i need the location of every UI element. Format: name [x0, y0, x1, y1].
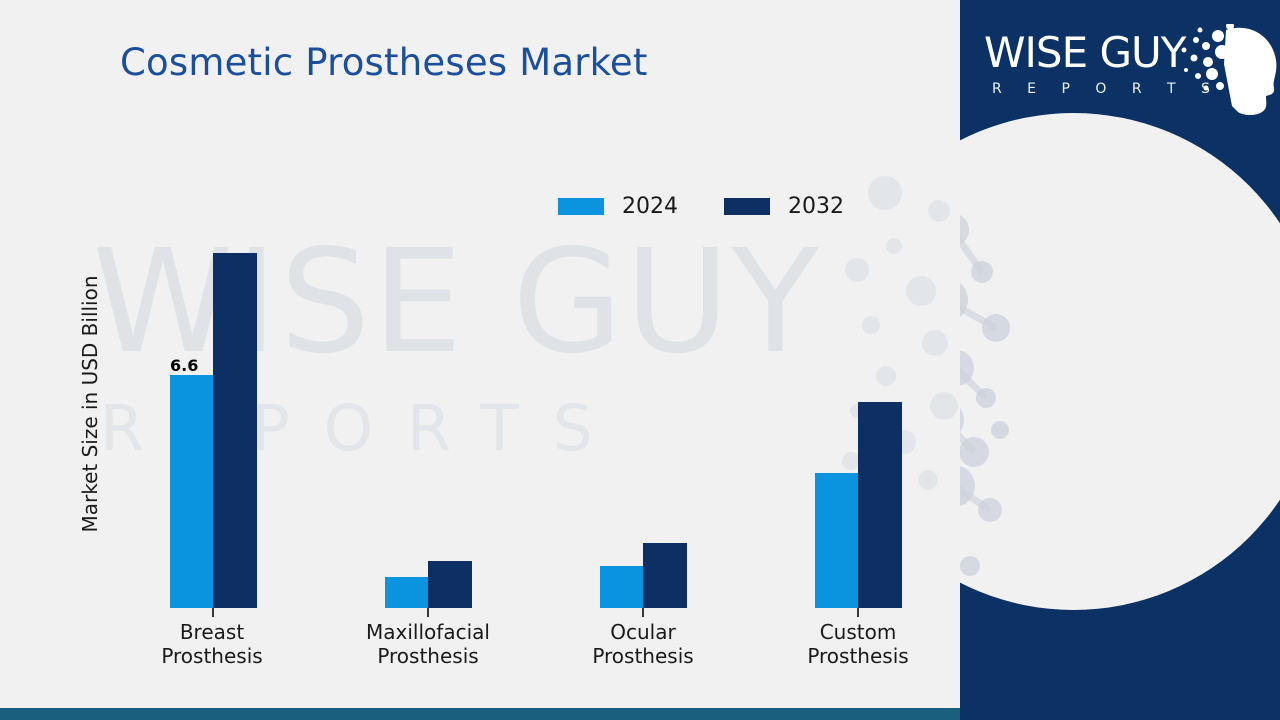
x-tick-maxillofacial-prosthesis [427, 608, 429, 617]
x-label-maxillofacial-prosthesis: Maxillofacial Prosthesis [328, 621, 528, 668]
bar-2032-custom-prosthesis[interactable] [858, 402, 902, 608]
brand-logo[interactable]: WISE GUY R E P O R T S [984, 24, 1277, 115]
molecule-dots-decoration [960, 215, 1010, 576]
x-label-line2: Prosthesis [807, 643, 909, 668]
x-label-line2: Prosthesis [592, 643, 694, 668]
bar-2024-breast-prosthesis[interactable] [170, 375, 214, 608]
legend-swatch-2024 [558, 198, 604, 215]
bar-2024-custom-prosthesis[interactable] [815, 473, 859, 608]
x-tick-ocular-prosthesis [642, 608, 644, 617]
bottom-accent-strip [0, 708, 960, 720]
bar-2032-breast-prosthesis[interactable] [213, 253, 257, 608]
plot-area: Market Size in USD Billion 2024 2032 6.6… [78, 194, 958, 668]
x-label-custom-prosthesis: Custom Prosthesis [758, 621, 958, 668]
bar-2032-maxillofacial-prosthesis[interactable] [428, 561, 472, 608]
x-label-line1: Breast [179, 620, 245, 645]
x-label-line2: Prosthesis [161, 643, 263, 668]
x-label-line1: Maxillofacial [366, 620, 490, 645]
bar-2024-maxillofacial-prosthesis[interactable] [385, 577, 429, 608]
head-profile-dots-icon [1181, 24, 1277, 115]
legend-label-2024: 2024 [622, 194, 678, 219]
x-label-line2: Prosthesis [377, 643, 479, 668]
x-label-breast-prosthesis: Breast Prosthesis [112, 621, 312, 668]
brand-logo-name: WISE GUY [984, 28, 1186, 77]
brand-logo-tagline: R E P O R T S [992, 81, 1221, 97]
panel-circle-accent [960, 113, 1280, 610]
x-tick-breast-prosthesis [212, 608, 214, 617]
bar-2024-ocular-prosthesis[interactable] [600, 566, 644, 608]
legend-label-2032: 2032 [788, 194, 844, 219]
legend-swatch-2032 [724, 198, 770, 215]
x-tick-custom-prosthesis [857, 608, 859, 617]
x-label-line1: Custom [819, 620, 897, 645]
legend: 2024 2032 [558, 194, 844, 219]
bar-value-2024-breast-prosthesis: 6.6 [170, 356, 199, 375]
bar-2032-ocular-prosthesis[interactable] [643, 543, 687, 608]
brand-panel: WISE GUY R E P O R T S [960, 0, 1280, 720]
y-axis-label: Market Size in USD Billion [78, 275, 102, 533]
x-label-line1: Ocular [610, 620, 676, 645]
page-title: Cosmetic Prostheses Market [120, 41, 648, 84]
legend-item-2032[interactable]: 2032 [724, 194, 844, 219]
legend-item-2024[interactable]: 2024 [558, 194, 678, 219]
x-label-ocular-prosthesis: Ocular Prosthesis [543, 621, 743, 668]
